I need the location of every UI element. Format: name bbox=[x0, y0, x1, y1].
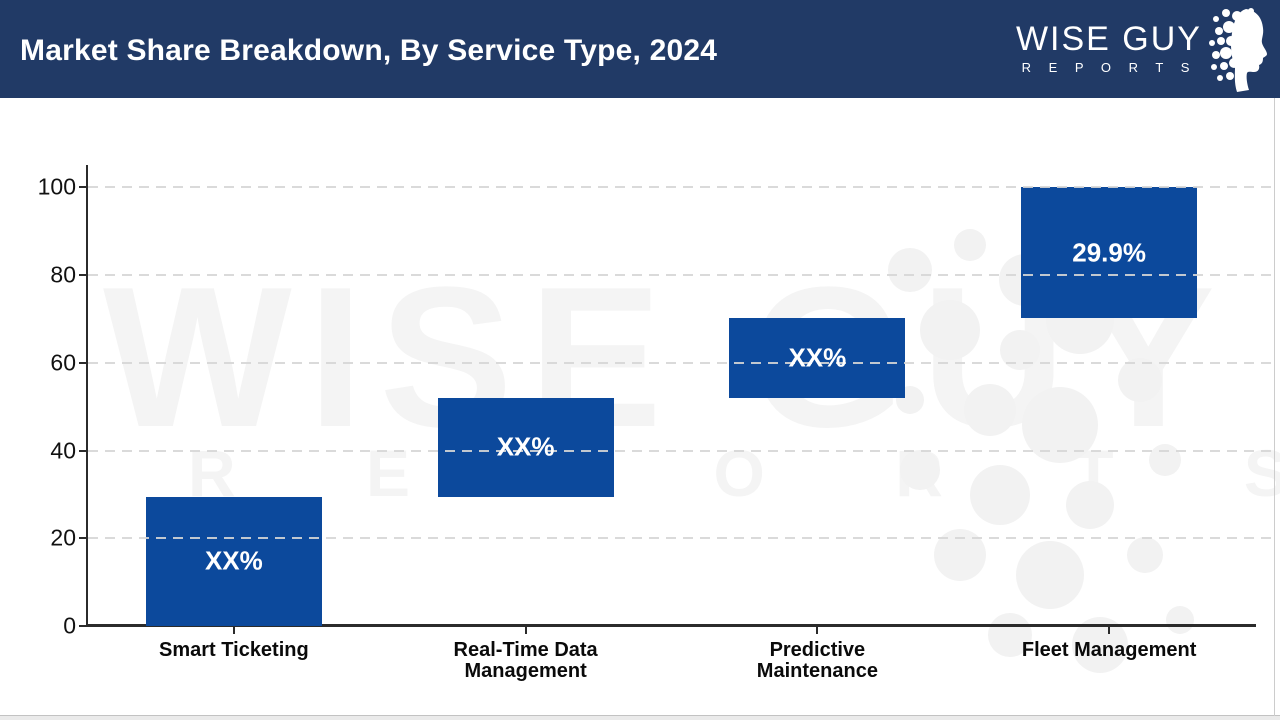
gridline-20 bbox=[88, 537, 1272, 540]
y-tick-label-0: 0 bbox=[63, 612, 76, 639]
y-axis-line bbox=[86, 165, 88, 627]
page-title: Market Share Breakdown, By Service Type,… bbox=[20, 34, 718, 67]
x-tick bbox=[524, 627, 527, 634]
y-tick-0 bbox=[79, 625, 87, 627]
bar-value-label: XX% bbox=[204, 545, 263, 576]
bottom-border-fill bbox=[0, 716, 1280, 720]
bottom-border bbox=[0, 715, 1280, 716]
x-tick bbox=[816, 627, 819, 634]
category-label-line: Real-Time Data bbox=[453, 639, 598, 661]
wiseguy-logo: WISE GUY R E P O R T S bbox=[1016, 0, 1270, 98]
bar-value-label: XX% bbox=[496, 431, 555, 462]
y-tick-80 bbox=[79, 274, 87, 277]
y-tick-60 bbox=[79, 361, 87, 364]
right-border bbox=[1274, 98, 1275, 716]
category-label-line: Maintenance bbox=[756, 660, 878, 682]
bar-value-label: 29.9% bbox=[1072, 237, 1146, 268]
category-label-line: Predictive bbox=[769, 639, 866, 661]
y-tick-40 bbox=[79, 449, 87, 452]
x-tick bbox=[1108, 627, 1111, 634]
y-tick-label-60: 60 bbox=[50, 349, 76, 376]
x-axis-line bbox=[86, 624, 1256, 627]
category-label: Predictive Maintenance bbox=[671, 640, 963, 682]
category-label: Fleet Management bbox=[963, 640, 1255, 661]
gridline-40 bbox=[88, 449, 1272, 452]
y-tick-20 bbox=[79, 537, 87, 540]
gridline-100 bbox=[88, 186, 1272, 189]
category-label: Smart Ticketing bbox=[88, 640, 380, 661]
y-tick-label-20: 20 bbox=[50, 524, 76, 551]
bar-segment bbox=[437, 397, 614, 497]
y-tick-label-40: 40 bbox=[50, 437, 76, 464]
category-label-line: Smart Ticketing bbox=[159, 639, 309, 661]
y-tick-label-100: 100 bbox=[37, 173, 76, 200]
logo-name: WISE GUY bbox=[1015, 19, 1202, 58]
wiseguy-logo-text: WISE GUY R E P O R T S bbox=[1016, 22, 1202, 77]
category-label-line: Management bbox=[464, 660, 587, 682]
bar-value-label: XX% bbox=[788, 342, 847, 373]
logo-tagline: R E P O R T S bbox=[1021, 59, 1197, 75]
bar-segment bbox=[1021, 187, 1198, 319]
wiseguy-face-icon bbox=[1209, 8, 1267, 92]
category-label-line: Fleet Management bbox=[1021, 639, 1197, 661]
y-tick-label-80: 80 bbox=[50, 261, 76, 288]
bar-segment bbox=[145, 496, 322, 626]
category-label: Real-Time Data Management bbox=[380, 640, 672, 682]
header-band: Market Share Breakdown, By Service Type,… bbox=[0, 0, 1280, 98]
gridline-60 bbox=[88, 361, 1272, 364]
x-tick bbox=[232, 627, 235, 634]
bar-segment bbox=[729, 318, 906, 398]
gridline-80 bbox=[88, 274, 1272, 277]
y-tick-100 bbox=[79, 186, 87, 189]
